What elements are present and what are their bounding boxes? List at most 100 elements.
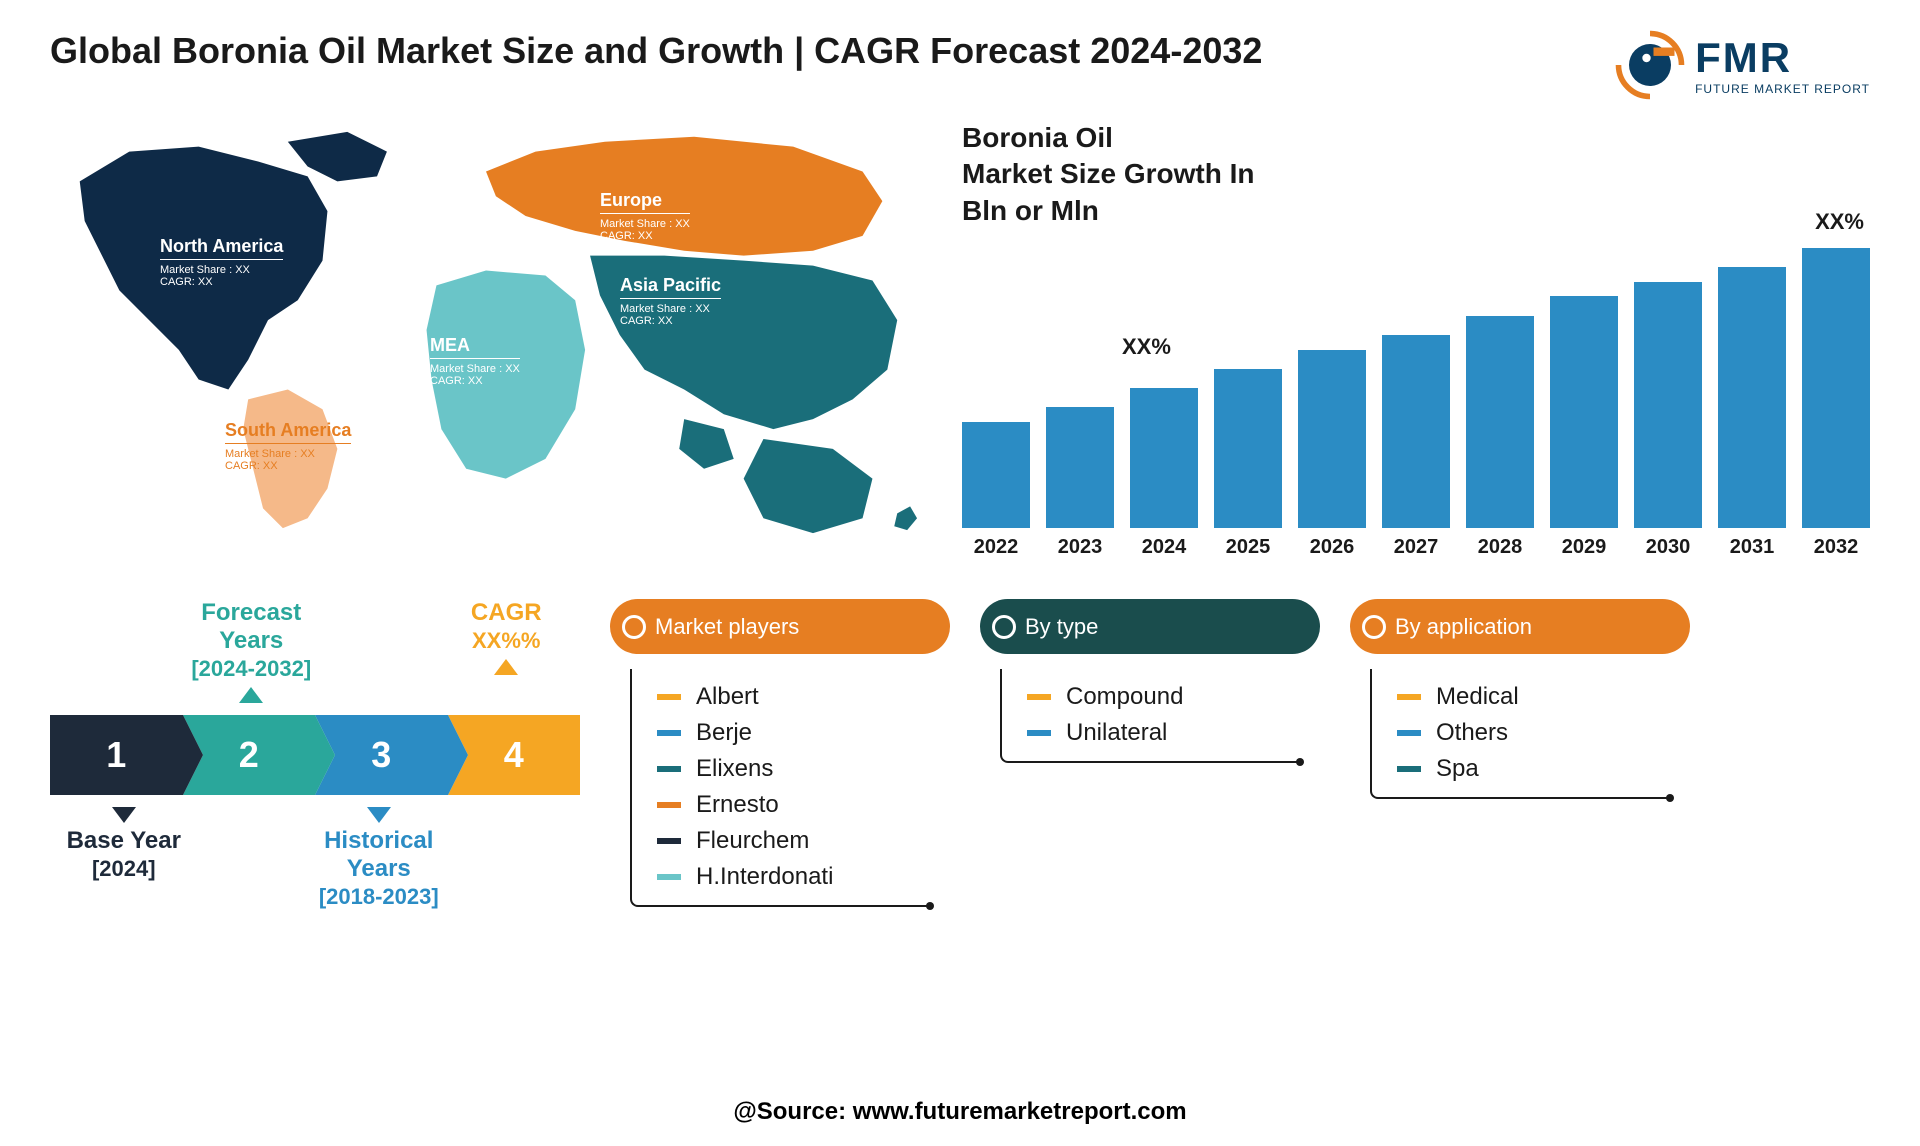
bar-year-label: 2027: [1394, 536, 1439, 559]
list-item: Spa: [1397, 751, 1670, 787]
bar-2022: 2022: [962, 422, 1030, 559]
category-2: By application Medical Others Spa: [1350, 599, 1690, 907]
item-label: Elixens: [696, 755, 773, 783]
region-cagr: CAGR: XX: [160, 276, 283, 288]
chart-title-l1: Boronia Oil: [962, 122, 1113, 153]
category-list: Albert Berje Elixens Ernesto Fleurchem H…: [630, 669, 930, 907]
tl-bot-0: Base Year[2024]: [60, 803, 188, 911]
region-name: Asia Pacific: [620, 275, 721, 299]
logo-sub: FUTURE MARKET REPORT: [1695, 82, 1870, 96]
fmr-logo-icon: [1615, 30, 1685, 100]
bar-rect: [1466, 316, 1534, 528]
region-share: Market Share : XX: [160, 264, 283, 276]
tl-top-3: CAGRXX%%: [443, 599, 571, 707]
list-item: Albert: [657, 679, 930, 715]
arrow-icon: [448, 715, 468, 795]
bar-note-2032: XX%: [1815, 209, 1864, 235]
triangle-up-icon: [239, 687, 263, 703]
region-label-ap: Asia Pacific Market Share : XX CAGR: XX: [620, 275, 721, 327]
region-nz-shape: [894, 506, 917, 530]
bar-2026: 2026: [1298, 350, 1366, 560]
category-list: Medical Others Spa: [1370, 669, 1670, 799]
item-label: Spa: [1436, 755, 1479, 783]
bar-2031: 2031: [1718, 267, 1786, 559]
bar-chart: 2022 2023 2024 2025 2026 2027 2028 2029 …: [962, 239, 1870, 559]
item-label: Compound: [1066, 683, 1183, 711]
tl-label: Historical Years[2018-2023]: [315, 827, 443, 911]
region-name: MEA: [430, 335, 520, 359]
categories: Market players Albert Berje Elixens Erne…: [610, 599, 1870, 907]
map-svg: [50, 120, 922, 540]
list-item: Compound: [1027, 679, 1300, 715]
region-cagr: CAGR: XX: [430, 375, 520, 387]
region-name: North America: [160, 236, 283, 260]
tl-label: Base Year[2024]: [60, 827, 188, 883]
list-item: Berje: [657, 715, 930, 751]
bar-year-label: 2026: [1310, 536, 1355, 559]
region-share: Market Share : XX: [430, 363, 520, 375]
logo-fmr: FMR: [1695, 34, 1870, 82]
world-map: North America Market Share : XX CAGR: XX…: [50, 120, 922, 540]
logo-text: FMR FUTURE MARKET REPORT: [1695, 34, 1870, 96]
region-name: South America: [225, 420, 351, 444]
bar-rect: [1802, 248, 1870, 528]
bar-chart-container: Boronia Oil Market Size Growth In Bln or…: [962, 120, 1870, 559]
timeline-labels-bottom: Base Year[2024] Historical Years[2018-20…: [50, 803, 580, 911]
list-item: Others: [1397, 715, 1670, 751]
bar-rect: [962, 422, 1030, 528]
region-label-mea: MEA Market Share : XX CAGR: XX: [430, 335, 520, 387]
bar-rect: [1550, 296, 1618, 528]
chart-title-l3: Bln or Mln: [962, 195, 1099, 226]
tl-bot-1: [188, 803, 316, 911]
bullet-icon: [1027, 694, 1051, 700]
bar-rect: [1382, 335, 1450, 528]
bar-2023: 2023: [1046, 407, 1114, 559]
bar-rect: [1130, 388, 1198, 528]
item-label: Albert: [696, 683, 759, 711]
tl-bot-2: Historical Years[2018-2023]: [315, 803, 443, 911]
region-share: Market Share : XX: [600, 218, 690, 230]
category-0: Market players Albert Berje Elixens Erne…: [610, 599, 950, 907]
item-label: Ernesto: [696, 791, 779, 819]
bullet-icon: [1397, 730, 1421, 736]
region-share: Market Share : XX: [225, 448, 351, 460]
region-label-na: North America Market Share : XX CAGR: XX: [160, 236, 283, 288]
bar-year-label: 2023: [1058, 536, 1103, 559]
bullet-icon: [657, 838, 681, 844]
bar-2027: 2027: [1382, 335, 1450, 559]
region-cagr: CAGR: XX: [600, 230, 690, 242]
bullet-icon: [1397, 766, 1421, 772]
item-label: Unilateral: [1066, 719, 1167, 747]
top-section: North America Market Share : XX CAGR: XX…: [50, 120, 1870, 559]
source-text: @Source: www.futuremarketreport.com: [733, 1098, 1186, 1126]
region-share: Market Share : XX: [620, 303, 721, 315]
tl-label: Forecast Years[2024-2032]: [188, 599, 316, 683]
bullet-icon: [657, 730, 681, 736]
timeline-labels-top: Forecast Years[2024-2032] CAGRXX%%: [50, 599, 580, 707]
bar-year-label: 2022: [974, 536, 1019, 559]
bullet-icon: [1397, 694, 1421, 700]
tl-top-2: [315, 599, 443, 707]
bar-year-label: 2029: [1562, 536, 1607, 559]
bar-2030: 2030: [1634, 282, 1702, 559]
bar-2032: 2032: [1802, 248, 1870, 559]
bar-2029: 2029: [1550, 296, 1618, 559]
category-header: By type: [980, 599, 1320, 654]
item-label: Berje: [696, 719, 752, 747]
region-cagr: CAGR: XX: [620, 315, 721, 327]
category-header: By application: [1350, 599, 1690, 654]
bar-2025: 2025: [1214, 369, 1282, 559]
triangle-down-icon: [112, 807, 136, 823]
list-item: H.Interdonati: [657, 859, 930, 895]
bar-year-label: 2032: [1814, 536, 1859, 559]
bar-year-label: 2025: [1226, 536, 1271, 559]
category-header: Market players: [610, 599, 950, 654]
tl-bot-3: [443, 803, 571, 911]
category-list: Compound Unilateral: [1000, 669, 1300, 763]
list-item: Ernesto: [657, 787, 930, 823]
list-item: Unilateral: [1027, 715, 1300, 751]
bullet-icon: [1027, 730, 1051, 736]
bar-rect: [1298, 350, 1366, 529]
bar-2024: 2024: [1130, 388, 1198, 559]
item-label: Medical: [1436, 683, 1519, 711]
